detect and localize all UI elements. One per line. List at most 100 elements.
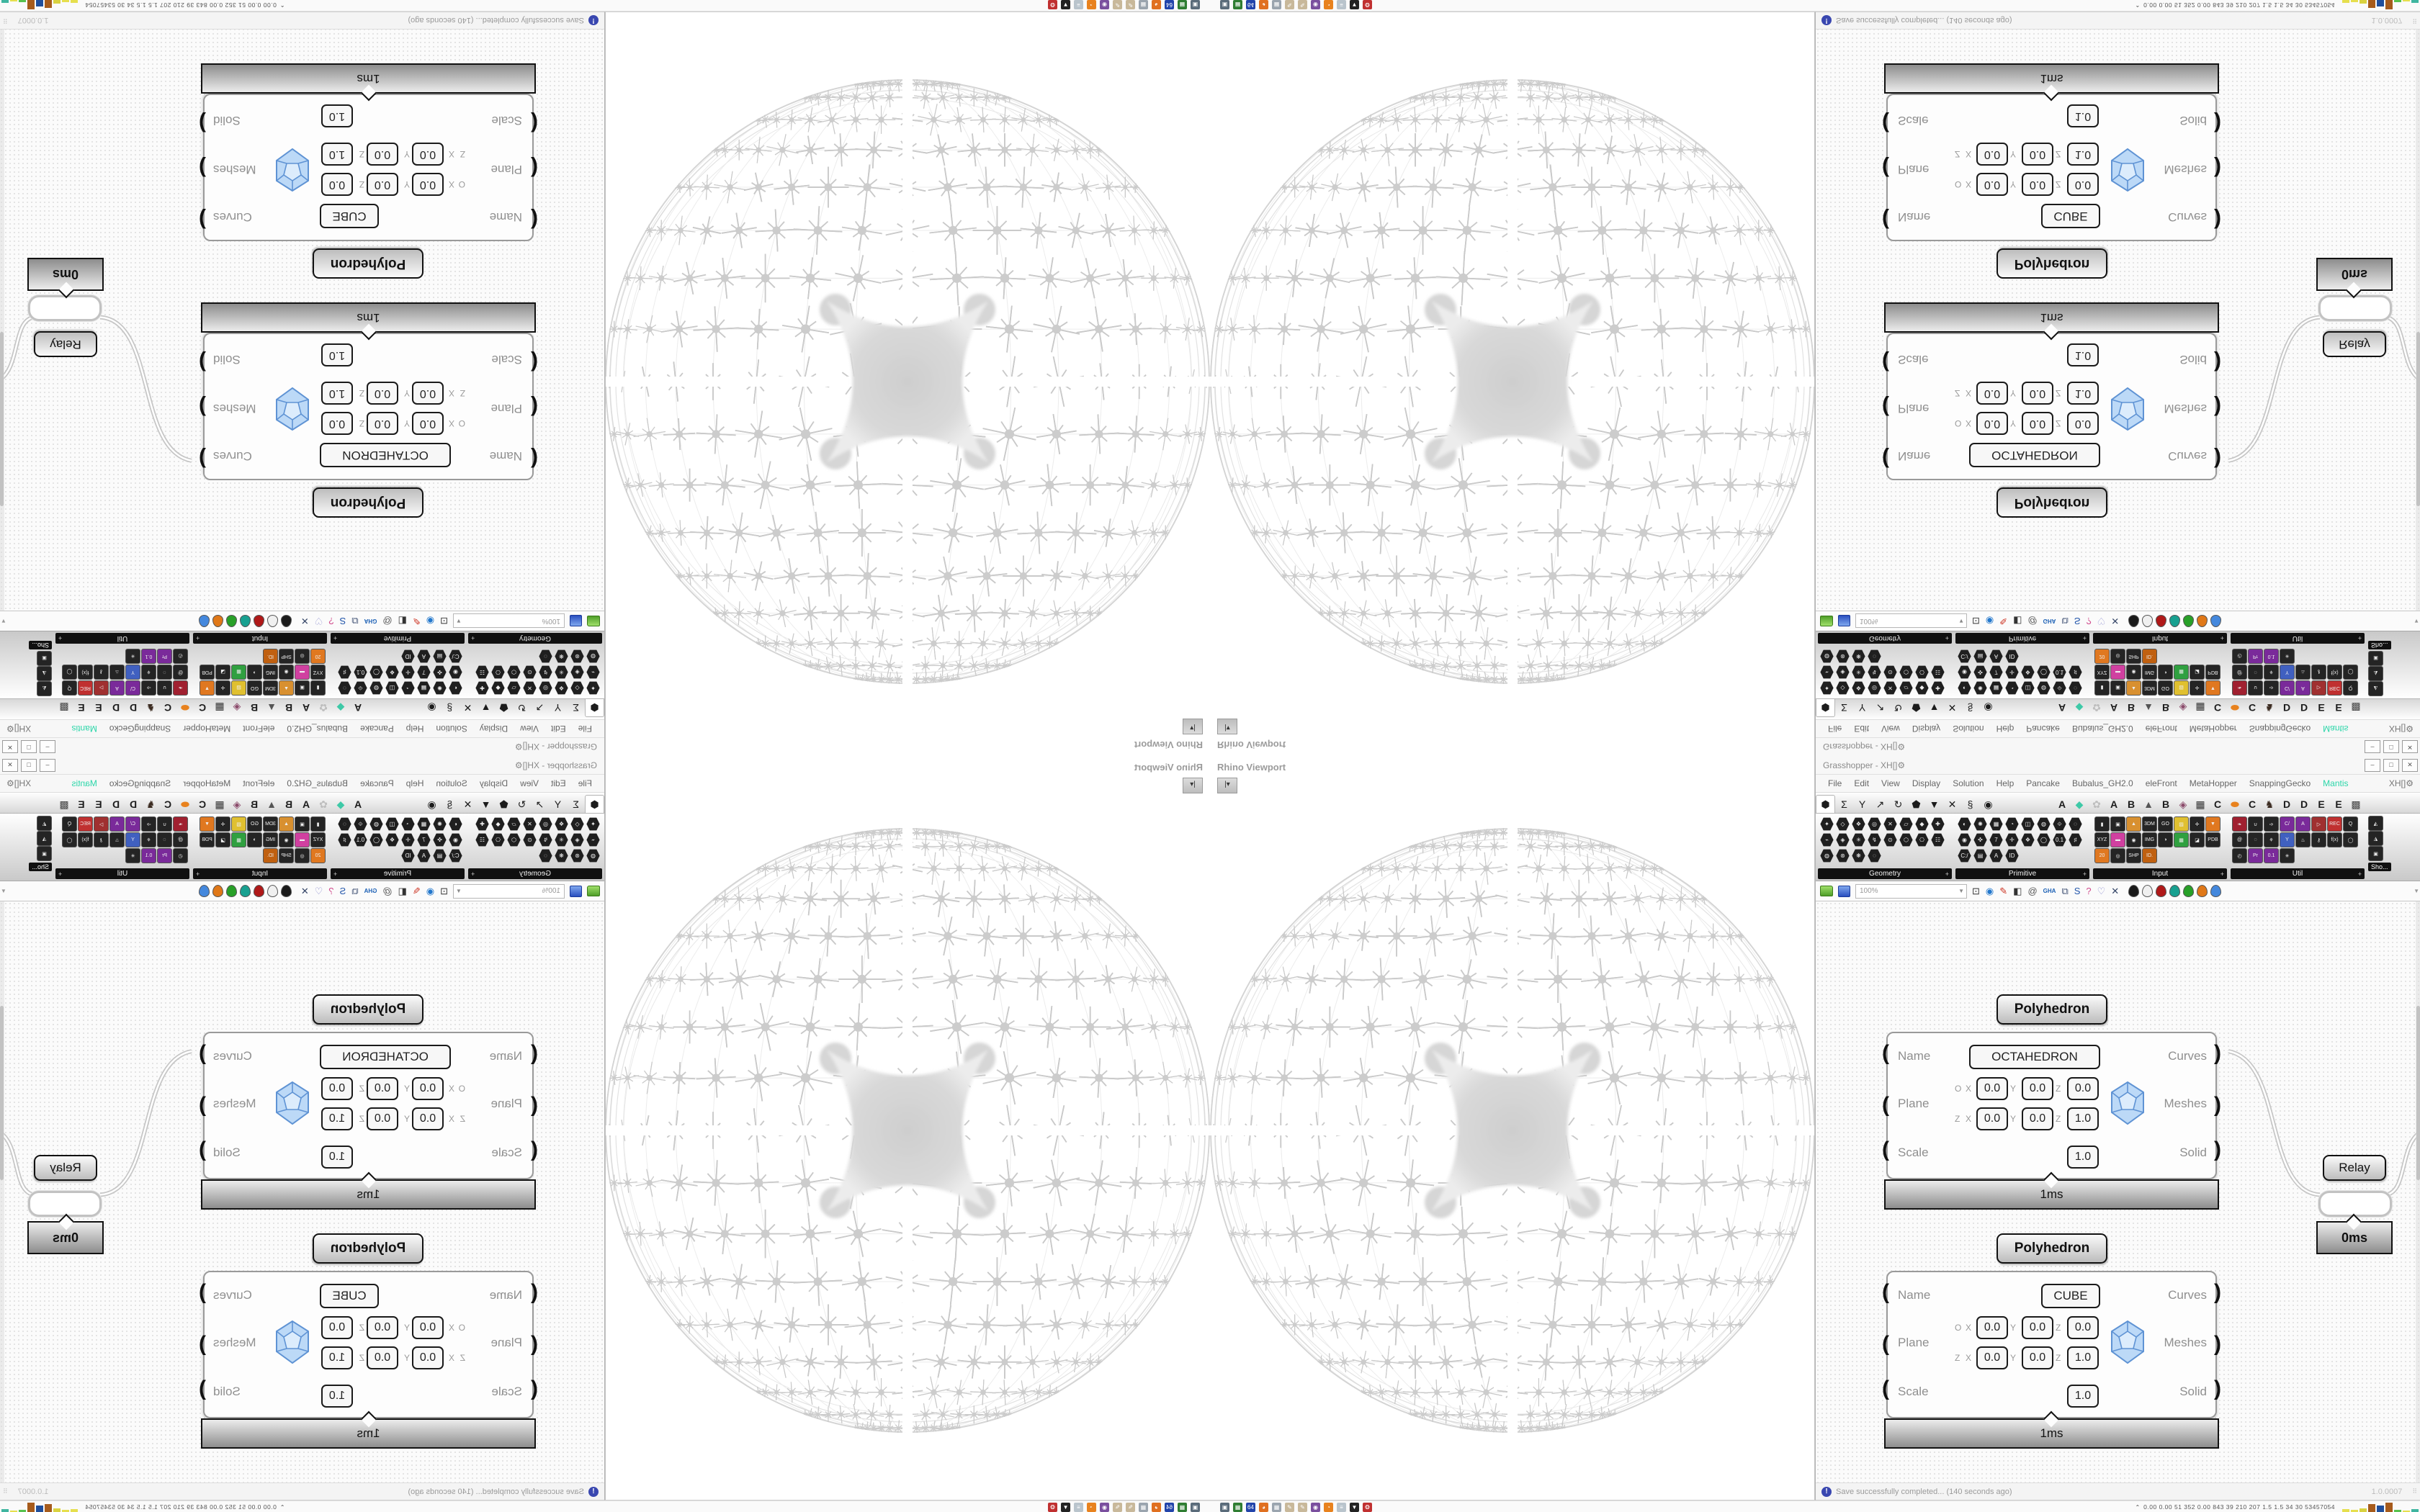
input-connector[interactable]: ( xyxy=(1882,112,1889,135)
tab-plugin-3[interactable]: A xyxy=(302,702,310,714)
component-icon[interactable]: Q xyxy=(62,680,77,696)
taskbar-icon-monitor[interactable]: ▣ xyxy=(1220,0,1229,10)
component-nickname[interactable]: Polyhedron xyxy=(1996,248,2107,279)
preview-balloon-icon-4[interactable] xyxy=(2183,615,2195,627)
tab-plugin-11[interactable]: C xyxy=(163,702,172,714)
menu-item-elefront[interactable]: eleFront xyxy=(2145,724,2177,734)
tab-plugin-10[interactable]: ⬬ xyxy=(181,798,189,810)
component-icon[interactable]: 3DM xyxy=(2142,816,2157,832)
component-icon[interactable]: ↯ xyxy=(538,832,553,847)
component-icon[interactable]: ◴ xyxy=(173,649,188,664)
component-icon[interactable]: ∪ xyxy=(2248,680,2263,696)
tab-plugin-11[interactable]: C xyxy=(163,798,172,810)
canvas-scrollbar[interactable] xyxy=(2416,30,2420,611)
component-icon[interactable]: ❖ xyxy=(554,680,569,696)
save-file-icon[interactable] xyxy=(1838,885,1850,897)
component-body[interactable]: ( ( ( ) ) ) Name Plane Scale Curves Mesh… xyxy=(1882,94,2221,241)
tab-curve[interactable]: ↻ xyxy=(517,798,526,810)
package-icon[interactable]: ? xyxy=(328,885,334,896)
taskbar-icon-firefox[interactable]: ◕ xyxy=(1152,1502,1161,1512)
input-connector[interactable]: ( xyxy=(531,156,538,180)
component-icon[interactable]: ◎ xyxy=(538,816,553,832)
component-icon[interactable]: ID. xyxy=(263,649,278,664)
sketch-pen-icon[interactable]: ✎ xyxy=(412,885,421,896)
component-icon[interactable]: ⊛ xyxy=(1835,848,1850,863)
component-icon[interactable]: ▲ xyxy=(2126,680,2141,696)
component-icon[interactable]: XYZ xyxy=(2094,665,2110,680)
component-icon[interactable]: ☷ xyxy=(475,665,490,680)
package-icon[interactable]: ? xyxy=(2086,885,2092,896)
tab-plugin-14[interactable]: D xyxy=(112,702,120,714)
output-connector[interactable]: ) xyxy=(199,447,206,471)
menu-item-pancake[interactable]: Pancake xyxy=(360,724,394,734)
name-value-box[interactable]: OCTAHEDRON xyxy=(1969,443,2100,467)
taskbar-icon-monitor[interactable]: ▣ xyxy=(1191,1502,1200,1512)
component-icon[interactable]: ⎔ xyxy=(1914,832,1930,847)
component-icon[interactable]: f(x) xyxy=(78,665,93,680)
component-icon[interactable]: ▮ xyxy=(2094,816,2110,832)
component-icon[interactable]: ➩ xyxy=(141,816,156,832)
component-icon[interactable]: ◇ xyxy=(1835,816,1850,832)
input-connector[interactable]: ( xyxy=(531,447,538,471)
component-icon[interactable]: ◆ xyxy=(1914,680,1930,696)
plane-oz-box[interactable]: 0.0 xyxy=(321,412,353,435)
component-nickname[interactable]: Polyhedron xyxy=(313,1233,424,1264)
tab-plugin-9[interactable]: C xyxy=(2213,798,2222,810)
component-body[interactable]: ( ( ( ) ) ) Name Plane Scale Curves Mesh… xyxy=(1882,1271,2221,1418)
component-icon[interactable]: ⊙ xyxy=(522,665,537,680)
menu-item-view[interactable]: View xyxy=(1881,724,1900,734)
component-icon[interactable]: XYZ xyxy=(310,832,326,847)
input-connector[interactable]: ( xyxy=(1882,1138,1889,1161)
component-icon[interactable]: ❖ xyxy=(385,665,400,680)
canvas-scrollbar[interactable] xyxy=(0,30,4,611)
plane-zz-box[interactable]: 1.0 xyxy=(321,382,353,405)
component-icon[interactable]: ◌ xyxy=(157,665,172,680)
output-connector[interactable]: ) xyxy=(199,351,206,374)
canvas[interactable]: Polyhedron ( ( ( ) ) ) Name Plane Scale … xyxy=(0,901,604,1482)
component-icon[interactable]: GO xyxy=(2158,816,2173,832)
output-connector[interactable]: ) xyxy=(2214,208,2221,232)
component-icon[interactable]: ❖ xyxy=(1851,816,1866,832)
tab-intersect[interactable]: ✕ xyxy=(1948,702,1957,714)
palette-panel-label[interactable]: Primitive + xyxy=(331,633,465,644)
component-icon[interactable]: ▷ xyxy=(94,680,109,696)
component-icon[interactable]: A xyxy=(2295,816,2311,832)
output-connector[interactable]: ) xyxy=(2214,112,2221,135)
tab-plugin-12[interactable]: ♞ xyxy=(2264,702,2275,714)
scale-value-box[interactable]: 1.0 xyxy=(321,1385,353,1408)
plane-zx-box[interactable]: 0.0 xyxy=(412,1346,444,1369)
component-icon[interactable]: ⚘ xyxy=(141,665,156,680)
polyhedron-component-octahedron[interactable]: Polyhedron ( ( ( ) ) ) Name Plane Scale … xyxy=(1882,994,2224,1210)
component-nickname[interactable]: Polyhedron xyxy=(313,994,424,1025)
menu-item-metahopper[interactable]: MetaHopper xyxy=(183,778,231,788)
resize-grip[interactable]: ⠿ xyxy=(2,1488,8,1495)
tab-sets[interactable]: Y xyxy=(554,798,562,810)
component-icon[interactable]: ◴ xyxy=(2232,649,2247,664)
component-icon[interactable]: ⌁ xyxy=(586,665,601,680)
component-icon[interactable]: ✳ xyxy=(554,832,569,847)
plane-oz-box[interactable]: 0.0 xyxy=(2067,173,2099,196)
input-connector[interactable]: ( xyxy=(531,112,538,135)
output-connector[interactable]: ) xyxy=(199,1280,206,1304)
maximize-button[interactable]: □ xyxy=(2383,740,2399,754)
tab-transform[interactable]: § xyxy=(447,702,453,714)
component-icon[interactable]: Q xyxy=(2343,680,2358,696)
component-icon[interactable]: C:/ xyxy=(448,848,463,863)
component-icon[interactable]: ▷ xyxy=(2311,680,2326,696)
taskbar-icon-blender[interactable]: ◔ xyxy=(1087,1502,1096,1512)
component-icon[interactable]: ⊛ xyxy=(570,848,585,863)
output-connector[interactable]: ) xyxy=(2214,395,2221,419)
taskbar-icon-paint2[interactable]: ✎ xyxy=(1298,0,1307,10)
component-icon[interactable]: REC xyxy=(78,680,93,696)
menu-item-display[interactable]: Display xyxy=(479,778,508,788)
component-icon[interactable]: ⚘ xyxy=(2264,665,2279,680)
taskbar-icon-paint1[interactable]: ✎ xyxy=(1285,1502,1294,1512)
menu-item-solution[interactable]: Solution xyxy=(1953,724,1984,734)
plane-oy-box[interactable]: 0.0 xyxy=(367,173,398,196)
finder-icon[interactable]: S xyxy=(2074,885,2081,896)
component-icon[interactable]: ⟐ xyxy=(353,680,368,696)
component-icon[interactable]: ▦ xyxy=(2174,832,2189,847)
component-icon[interactable]: ◎ xyxy=(2110,848,2125,863)
component-icon[interactable]: 20 xyxy=(2094,649,2110,664)
zoom-extents-icon[interactable]: ⊡ xyxy=(440,885,448,896)
